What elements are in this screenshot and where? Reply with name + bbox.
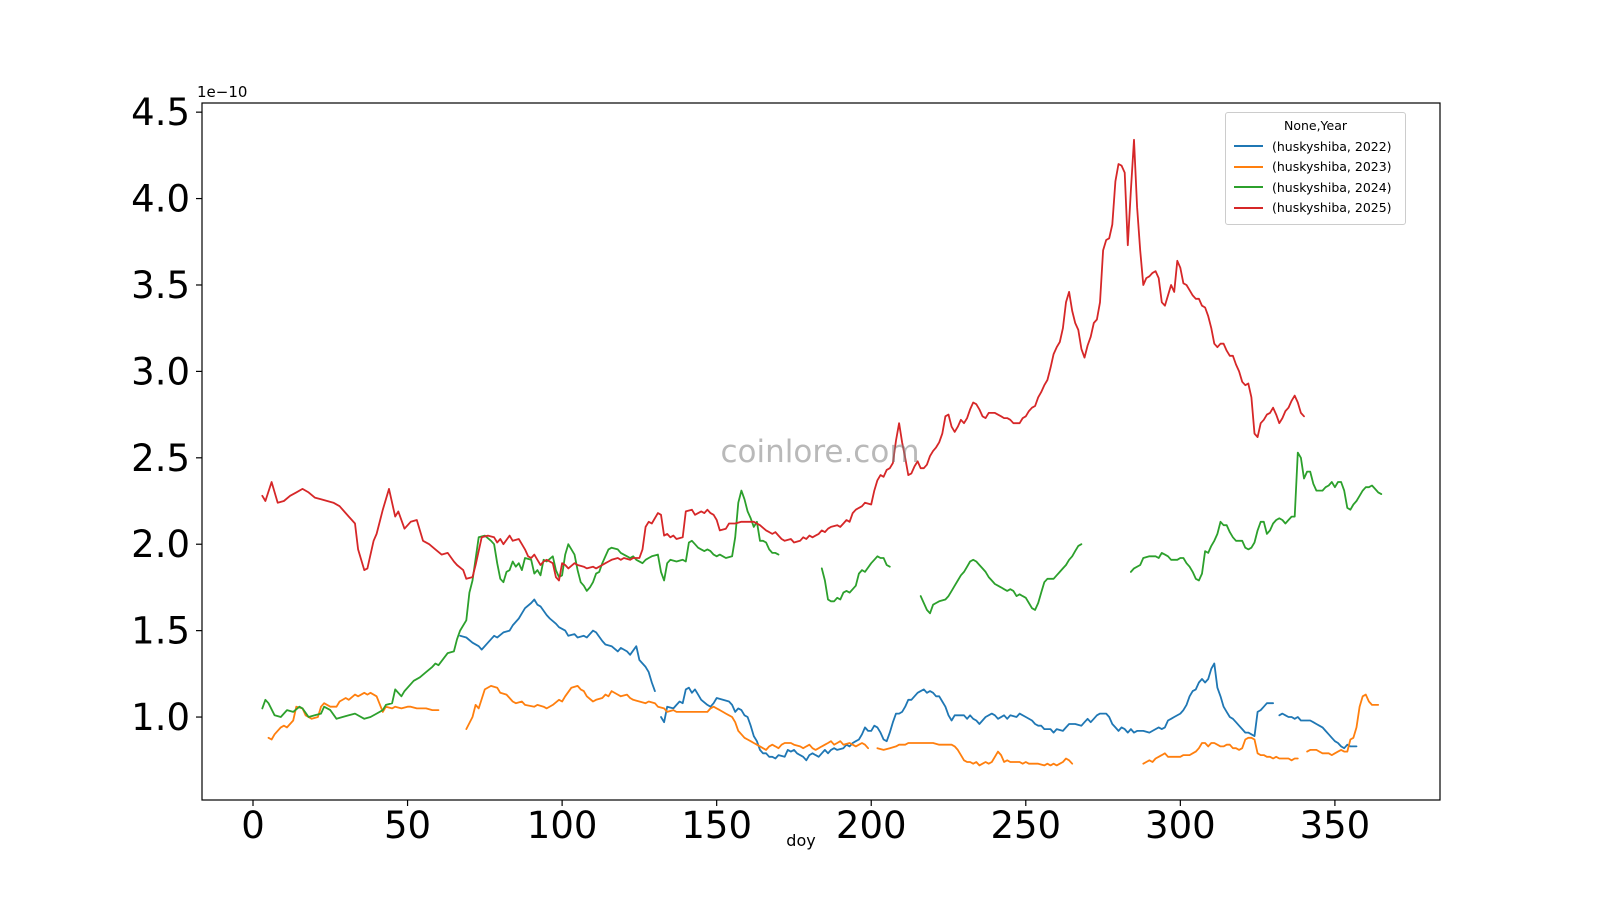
x-tick-label: 350	[1300, 804, 1371, 847]
x-tick-label: 100	[527, 804, 598, 847]
series-line-huskyshiba-2024	[1130, 451, 1383, 582]
series-line-huskyshiba-2023	[1142, 736, 1299, 765]
x-axis-label: doy	[786, 831, 816, 850]
y-tick-label: 3.5	[131, 264, 190, 307]
series-line-huskyshiba-2023	[267, 691, 440, 741]
legend-entry-label: (huskyshiba, 2025)	[1272, 200, 1392, 216]
legend-title: None,Year	[1283, 118, 1348, 133]
plot-border	[201, 102, 1441, 801]
series-line-huskyshiba-2022	[459, 598, 656, 692]
y-tick-label: 4.5	[131, 91, 190, 134]
x-tick-label: 0	[241, 804, 265, 847]
x-tick-label: 200	[836, 804, 907, 847]
legend-entry-label: (huskyshiba, 2022)	[1272, 138, 1392, 154]
series-line-huskyshiba-2022	[660, 662, 1274, 762]
x-tick-label: 50	[384, 804, 431, 847]
legend: None,Year (huskyshiba, 2022) (huskyshiba,…	[1225, 112, 1406, 225]
series-line-huskyshiba-2024	[261, 489, 780, 720]
legend-entry: (huskyshiba, 2023)	[1234, 157, 1397, 178]
legend-entry-label: (huskyshiba, 2024)	[1272, 179, 1392, 195]
legend-entry: (huskyshiba, 2025)	[1234, 198, 1397, 219]
y-tick-label: 2.5	[131, 437, 190, 480]
legend-line-swatch	[1234, 145, 1263, 148]
series-line-huskyshiba-2025	[261, 138, 1305, 582]
legend-entry-label: (huskyshiba, 2023)	[1272, 159, 1392, 175]
series-line-huskyshiba-2023	[465, 685, 869, 751]
legend-line-swatch	[1234, 206, 1263, 209]
y-tick-label: 3.0	[131, 350, 190, 393]
x-tick-label: 300	[1145, 804, 1216, 847]
x-tick-label: 250	[990, 804, 1061, 847]
legend-line-swatch	[1234, 165, 1263, 168]
x-tick-label: 150	[681, 804, 752, 847]
series-line-huskyshiba-2022	[1278, 712, 1358, 750]
series-line-huskyshiba-2024	[820, 555, 891, 603]
series-line-huskyshiba-2024	[919, 543, 1083, 615]
watermark: coinlore.com	[720, 434, 920, 470]
y-tick-label: 1.5	[131, 610, 190, 653]
legend-entry: (huskyshiba, 2024)	[1234, 177, 1397, 198]
legend-entry: (huskyshiba, 2022)	[1234, 136, 1397, 157]
y-axis-offset-label: 1e−10	[197, 83, 248, 101]
y-tick-label: 4.0	[131, 178, 190, 221]
y-tick-label: 1.0	[131, 696, 190, 739]
y-tick-label: 2.0	[131, 523, 190, 566]
legend-entries: (huskyshiba, 2022) (huskyshiba, 2023) (hus…	[1234, 136, 1397, 218]
series-line-huskyshiba-2023	[1306, 693, 1380, 756]
legend-line-swatch	[1234, 186, 1263, 189]
series-line-huskyshiba-2023	[876, 742, 1074, 767]
